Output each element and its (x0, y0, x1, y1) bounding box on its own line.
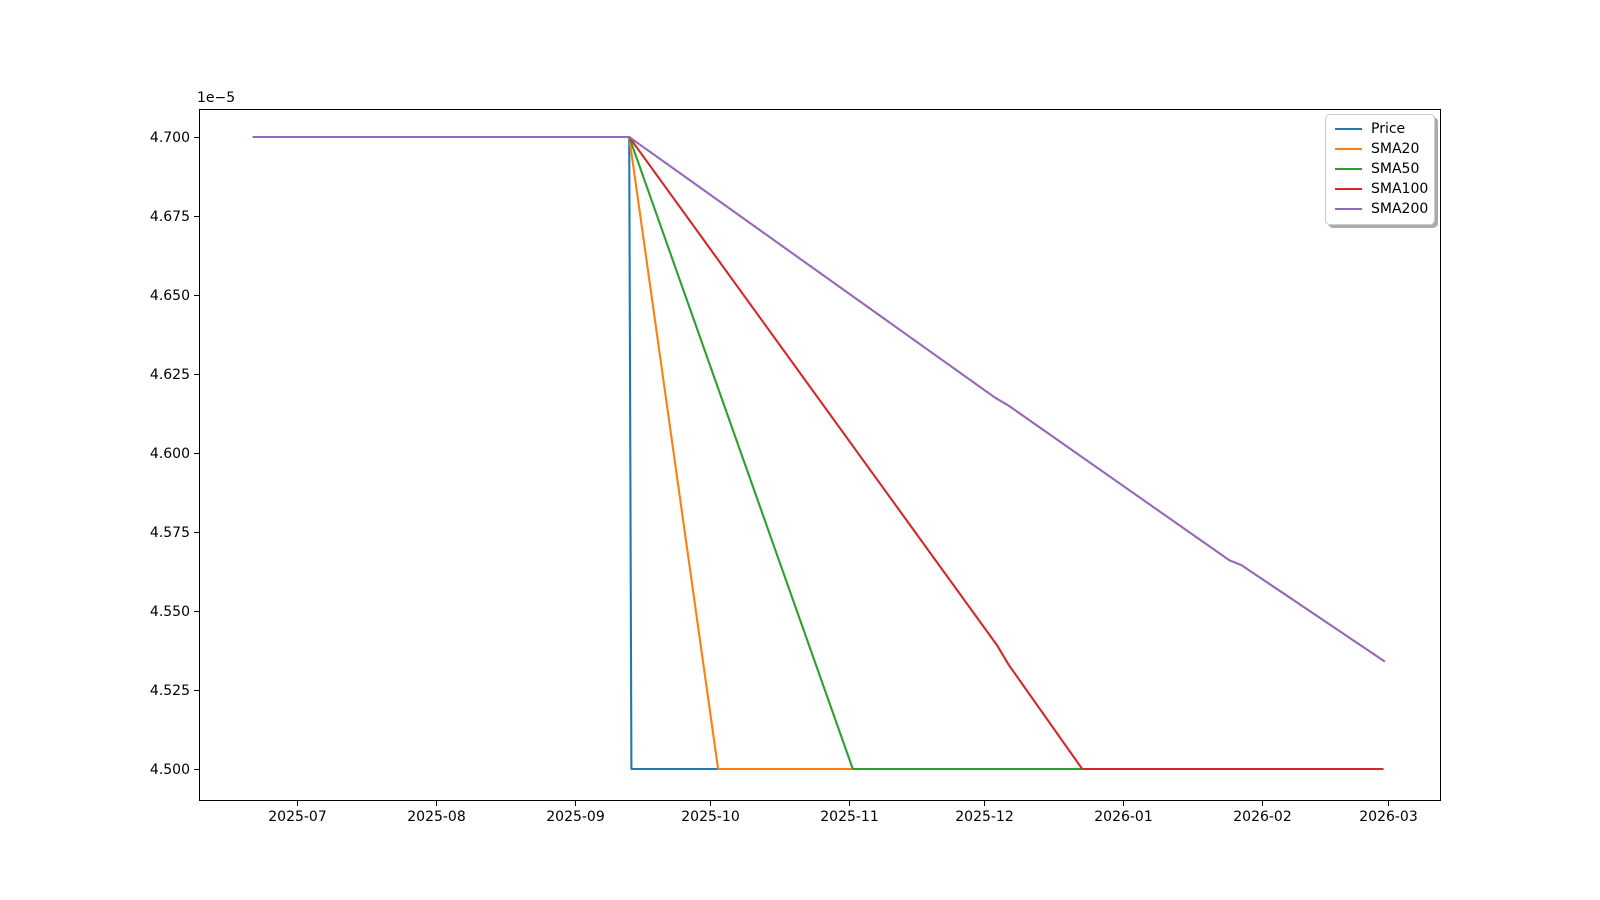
legend: Price SMA20 SMA50 SMA100 SMA200 (1325, 114, 1435, 225)
x-tick-label: 2025-08 (407, 809, 466, 825)
y-tick-label: 4.700 (150, 130, 190, 146)
legend-label: SMA20 (1371, 141, 1420, 157)
x-tick-label: 2026-01 (1094, 809, 1153, 825)
series-line-sma200 (252, 135, 1386, 663)
y-axis-offset-label: 1e−5 (197, 90, 236, 106)
axes-spines (199, 109, 1441, 801)
series-line-sma50 (252, 135, 1384, 771)
x-tick-label: 2025-09 (546, 809, 605, 825)
legend-label: SMA50 (1371, 161, 1420, 177)
x-tick-label: 2025-07 (268, 809, 327, 825)
legend-label: Price (1371, 121, 1406, 137)
legend-item-sma200: SMA200 (1335, 199, 1429, 219)
legend-line-sample-sma100 (1335, 187, 1362, 191)
legend-line-sample-sma200 (1335, 207, 1362, 211)
y-tick-label: 4.625 (150, 367, 190, 383)
legend-label: SMA100 (1371, 181, 1429, 197)
x-tick-label: 2025-10 (681, 809, 740, 825)
x-tick-label: 2026-03 (1359, 809, 1418, 825)
legend-line-sample-sma20 (1335, 147, 1362, 151)
y-tick-label: 4.525 (150, 683, 190, 699)
legend-label: SMA200 (1371, 201, 1429, 217)
y-tick-label: 4.600 (150, 446, 190, 462)
x-tick-label: 2026-02 (1233, 809, 1292, 825)
legend-line-sample-price (1335, 127, 1362, 131)
legend-item-price: Price (1335, 119, 1425, 139)
legend-item-sma20: SMA20 (1335, 139, 1425, 159)
y-tick-label: 4.675 (150, 209, 190, 225)
legend-item-sma100: SMA100 (1335, 179, 1429, 199)
x-tick-label: 2025-12 (955, 809, 1014, 825)
y-tick-label: 4.500 (150, 762, 190, 778)
legend-line-sample-sma50 (1335, 167, 1362, 171)
legend-item-sma50: SMA50 (1335, 159, 1425, 179)
y-tick-label: 4.575 (150, 525, 190, 541)
y-tick-label: 4.650 (150, 288, 190, 304)
y-tick-label: 4.550 (150, 604, 190, 620)
x-tick-label: 2025-11 (820, 809, 879, 825)
